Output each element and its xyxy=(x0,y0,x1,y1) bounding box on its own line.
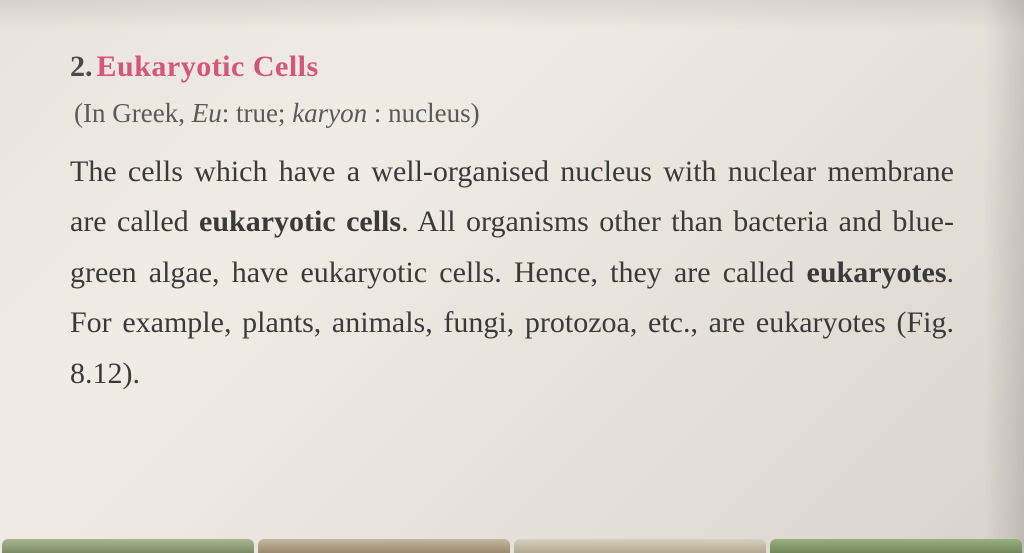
etymology-prefix: (In Greek, xyxy=(74,98,192,128)
section-heading: 2. Eukaryotic Cells xyxy=(70,50,954,84)
heading-title: Eukaryotic Cells xyxy=(97,50,319,83)
figure-thumb-2 xyxy=(258,539,510,553)
etymology-term-karyon: karyon xyxy=(292,98,367,128)
etymology-sep2: : nucleus) xyxy=(367,98,479,128)
page-shadow-right xyxy=(984,0,1024,553)
page-shadow-top xyxy=(0,0,1024,30)
figure-strip xyxy=(0,539,1024,553)
body-bold-eukaryotes: eukaryotes xyxy=(807,256,947,289)
body-bold-eukaryotic-cells: eukaryotic cells xyxy=(199,205,401,238)
etymology-sep1: : true; xyxy=(222,98,292,128)
body-paragraph: The cells which have a well-organised nu… xyxy=(70,147,954,399)
heading-number: 2. xyxy=(70,50,93,83)
etymology-line: (In Greek, Eu: true; karyon : nucleus) xyxy=(74,98,954,129)
figure-thumb-3 xyxy=(514,539,766,553)
etymology-term-eu: Eu xyxy=(192,98,222,128)
figure-thumb-1 xyxy=(2,539,254,553)
figure-thumb-4 xyxy=(770,539,1022,553)
